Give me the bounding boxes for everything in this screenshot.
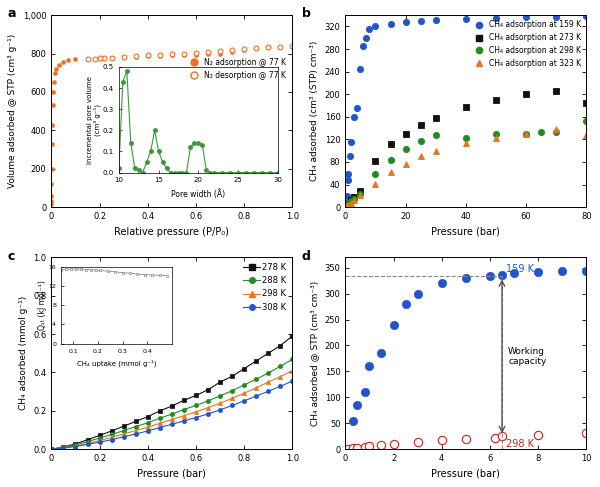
Y-axis label: CH₄ adsorbed (mmol g⁻¹): CH₄ adsorbed (mmol g⁻¹) xyxy=(19,296,28,411)
X-axis label: Pressure (bar): Pressure (bar) xyxy=(431,226,500,237)
Y-axis label: Volume adsorbed @ STP (cm³ g⁻¹): Volume adsorbed @ STP (cm³ g⁻¹) xyxy=(8,34,17,188)
Text: c: c xyxy=(8,249,16,262)
Y-axis label: CH₄ adsorbed (cm³ (STP) cm⁻³): CH₄ adsorbed (cm³ (STP) cm⁻³) xyxy=(310,41,319,181)
Legend: CH₄ adsorption at 159 K, CH₄ adsorption at 273 K, CH₄ adsorption at 298 K, CH₄ a: CH₄ adsorption at 159 K, CH₄ adsorption … xyxy=(470,19,583,70)
Text: b: b xyxy=(302,7,311,20)
Text: 159 K: 159 K xyxy=(506,264,533,274)
Text: 298 K: 298 K xyxy=(506,439,533,449)
Text: a: a xyxy=(8,7,16,20)
X-axis label: Relative pressure (P/P₀): Relative pressure (P/P₀) xyxy=(115,226,229,237)
Text: d: d xyxy=(302,249,311,262)
Legend: N₂ adsorption @ 77 K, N₂ desorption @ 77 K: N₂ adsorption @ 77 K, N₂ desorption @ 77… xyxy=(184,56,289,82)
Legend: 278 K, 288 K, 298 K, 308 K: 278 K, 288 K, 298 K, 308 K xyxy=(242,262,288,313)
X-axis label: Pressure (bar): Pressure (bar) xyxy=(431,468,500,479)
Text: Working
capacity: Working capacity xyxy=(508,347,547,366)
Y-axis label: CH₄ adsorbed @ STP (cm³ cm⁻³): CH₄ adsorbed @ STP (cm³ cm⁻³) xyxy=(310,281,319,426)
X-axis label: Pressure (bar): Pressure (bar) xyxy=(137,468,206,479)
